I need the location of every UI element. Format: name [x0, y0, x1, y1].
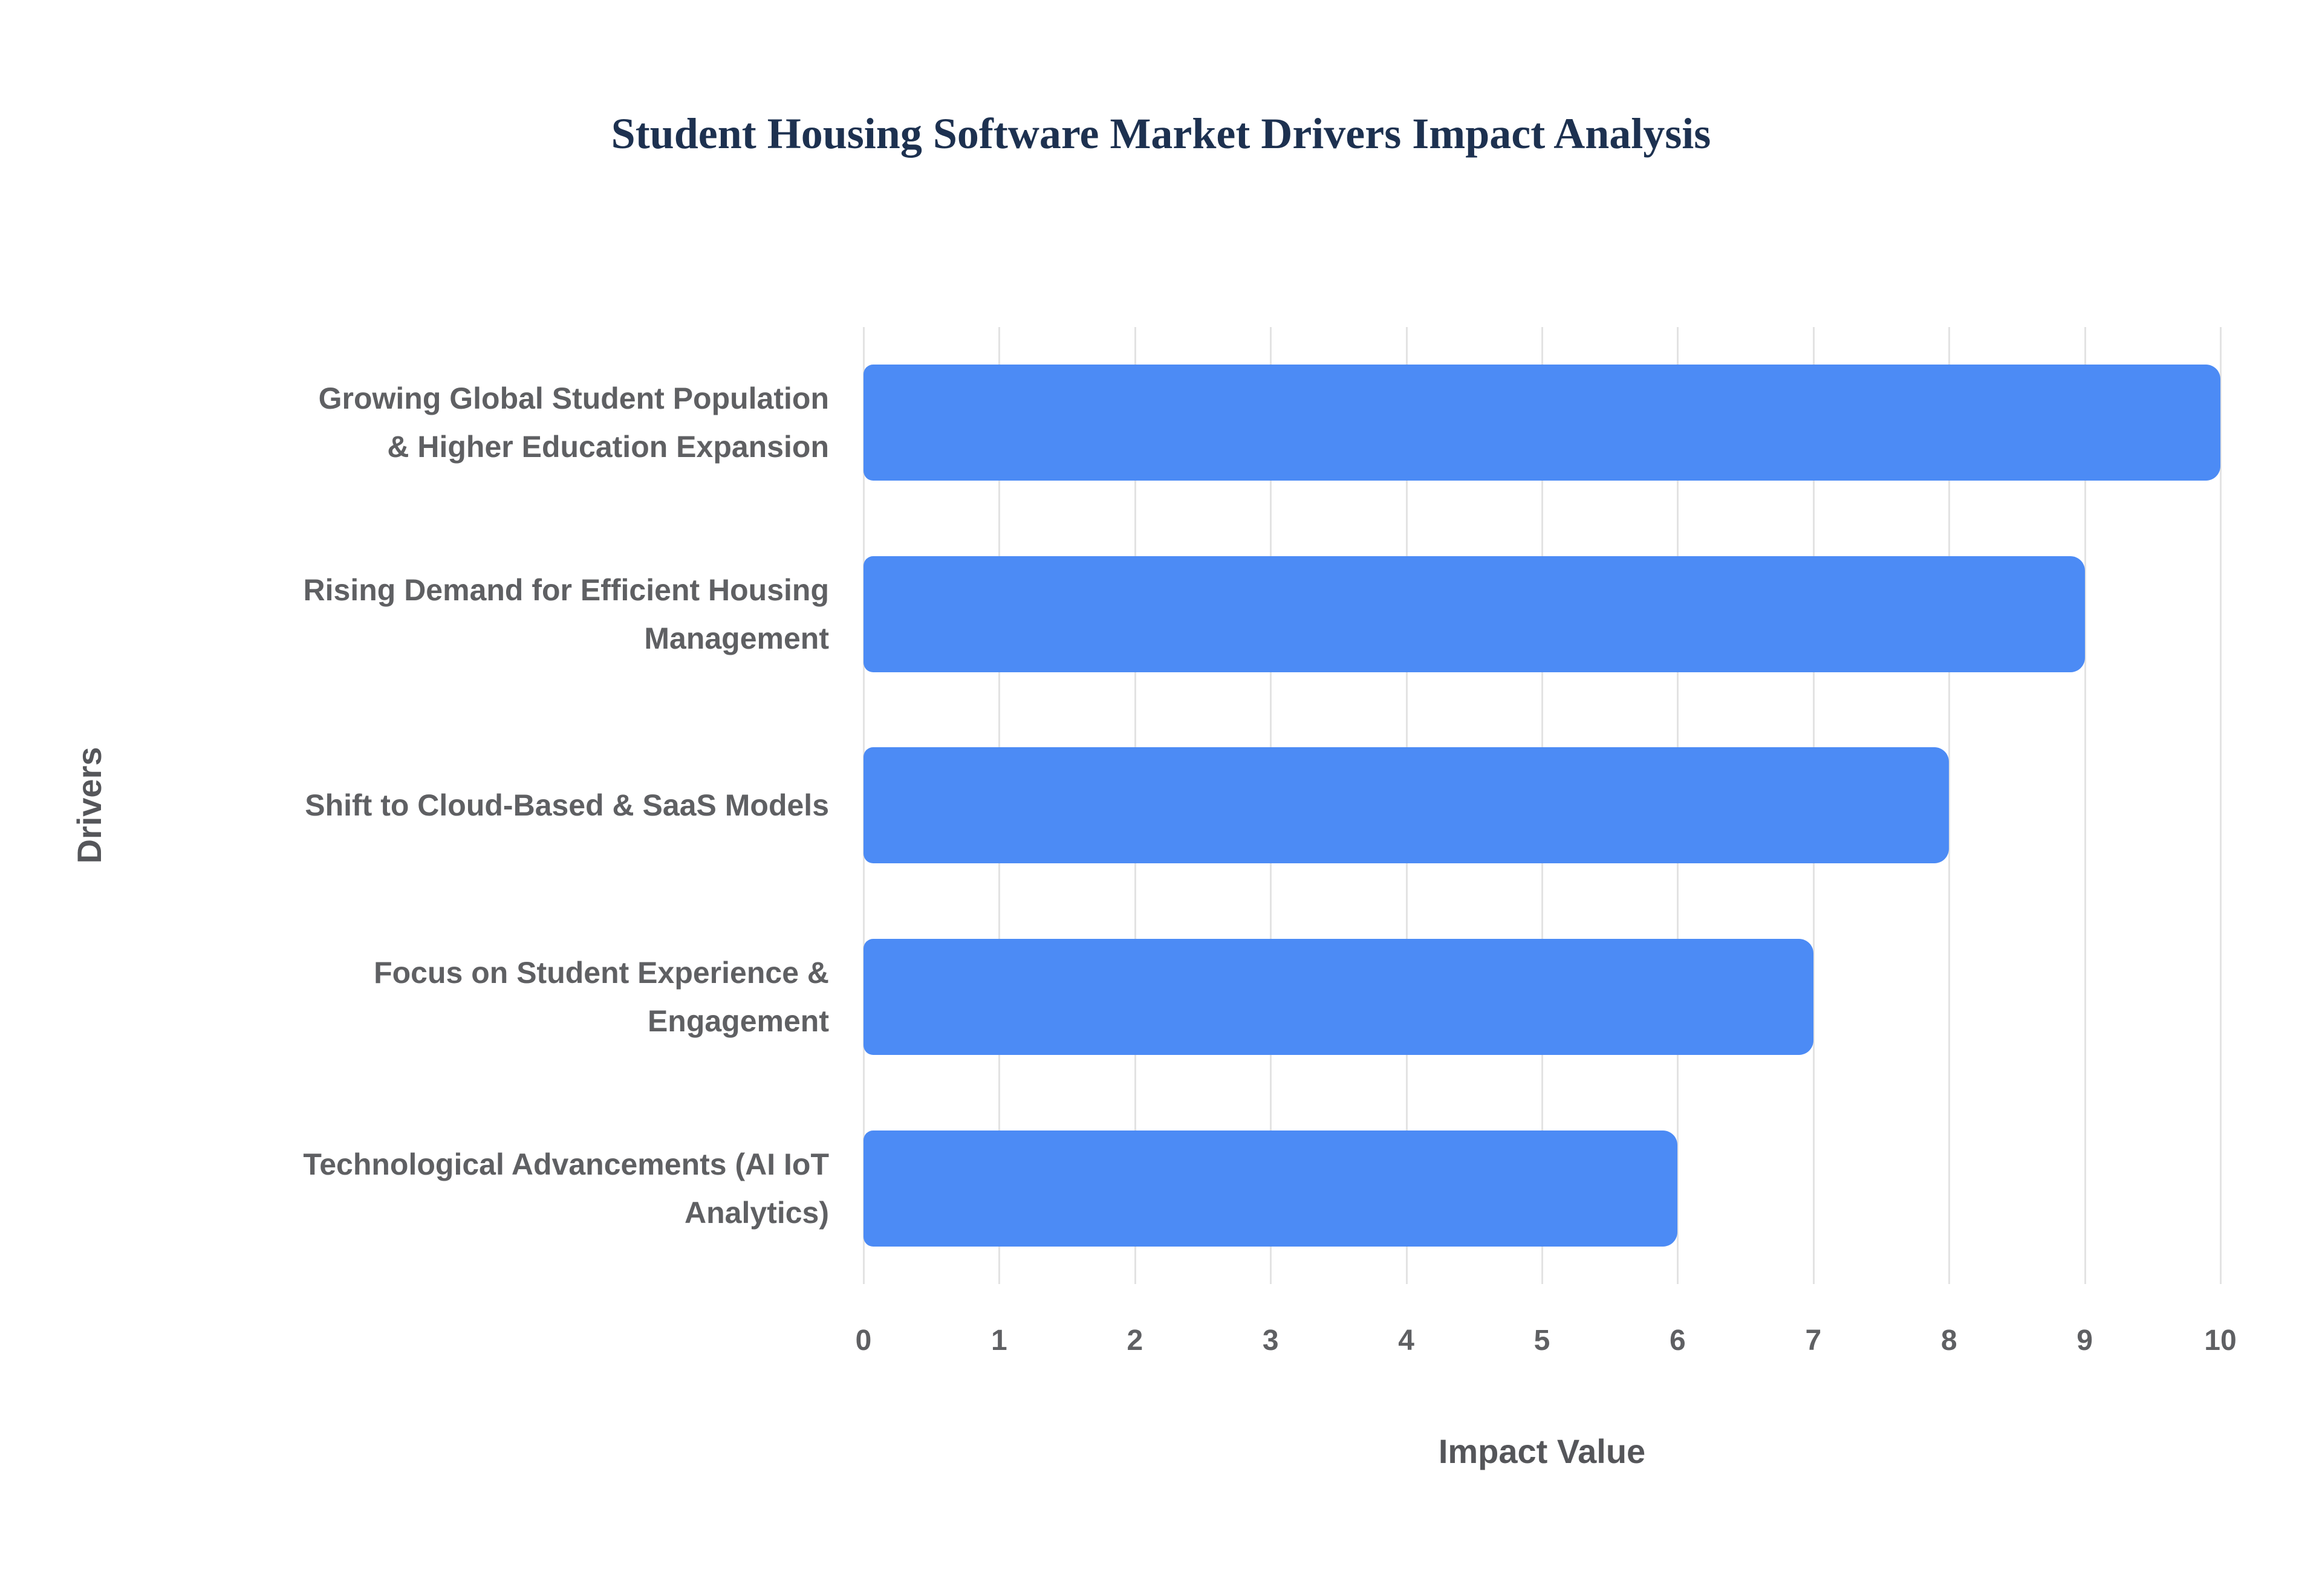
- x-tick-label: 0: [855, 1325, 872, 1357]
- bar: [863, 747, 1950, 864]
- x-tick-label: 3: [1262, 1325, 1279, 1357]
- bar: [863, 939, 1813, 1056]
- y-category-label: Growing Global Student Population & High…: [318, 381, 829, 464]
- y-category-label: Rising Demand for Efficient Housing Mana…: [303, 573, 829, 655]
- chart-title: Student Housing Software Market Drivers …: [611, 109, 1711, 158]
- x-tick-label: 9: [2076, 1325, 2093, 1357]
- y-category-label: Focus on Student Experience & Engagement: [374, 956, 829, 1039]
- bar-series: [863, 327, 2220, 1284]
- bar: [863, 556, 2085, 672]
- x-tick-label: 2: [1127, 1325, 1143, 1357]
- gridline: [2220, 327, 2222, 1284]
- y-category-label: Technological Advancements (AI IoT Analy…: [303, 1147, 829, 1230]
- x-tick-label: 5: [1533, 1325, 1550, 1357]
- x-tick-label: 10: [2204, 1325, 2237, 1357]
- x-tick-label: 1: [991, 1325, 1007, 1357]
- y-axis-title: Drivers: [70, 747, 108, 864]
- x-axis-title: Impact Value: [1438, 1432, 1646, 1470]
- gridline: [2084, 327, 2086, 1284]
- bar-row: [863, 519, 2220, 710]
- y-category-label: Shift to Cloud-Based & SaaS Models: [305, 788, 829, 823]
- bar-row: [863, 901, 2220, 1093]
- bar-row: [863, 710, 2220, 901]
- x-axis-tick-labels: 0 1 2 3 4 5 6 7 8 9 10: [856, 1324, 2237, 1366]
- x-tick-label: 7: [1805, 1325, 1822, 1357]
- x-tick-label: 4: [1398, 1325, 1414, 1357]
- bar: [863, 1130, 1678, 1247]
- bar-row: [863, 327, 2220, 519]
- y-axis-category-labels: Growing Global Student Population & High…: [297, 327, 829, 1284]
- plot-area: [863, 327, 2222, 1284]
- gridline: [1948, 327, 1951, 1284]
- x-tick-label: 8: [1940, 1325, 1957, 1357]
- x-tick-label: 6: [1670, 1325, 1686, 1357]
- bar-row: [863, 1092, 2220, 1284]
- bar: [863, 365, 2220, 481]
